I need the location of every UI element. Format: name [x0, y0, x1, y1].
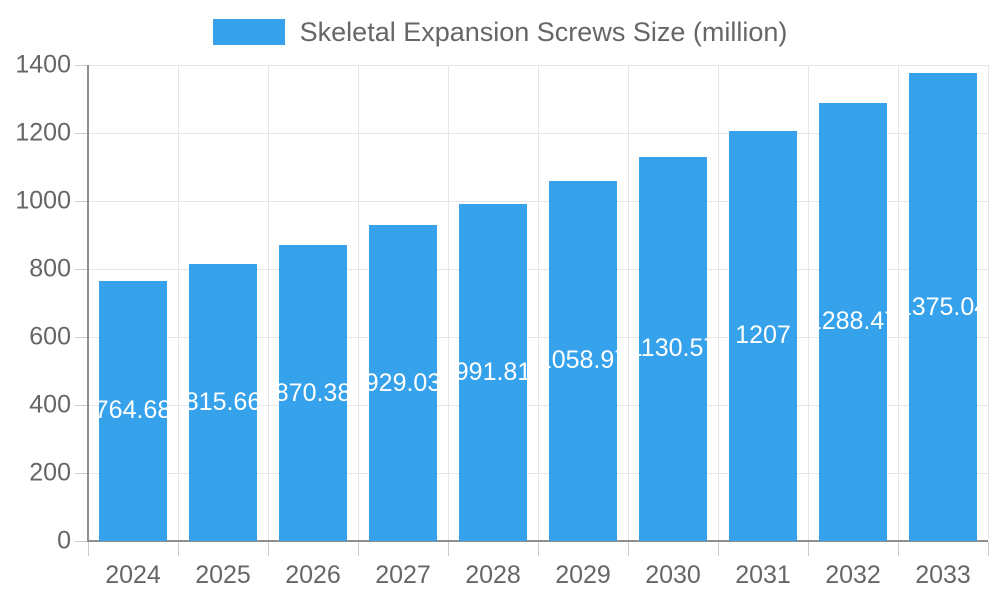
bar[interactable]: 929.03: [369, 225, 437, 541]
bar-value-label: 1130.57: [639, 334, 707, 363]
bar-value-label: 929.03: [369, 368, 437, 397]
bar[interactable]: 1058.97: [549, 180, 617, 541]
plot-area: 0 200 400 600 800 1000 1200 1400 764.68 2024 815.6…: [15, 51, 989, 589]
y-axis-tick-label: 1400: [15, 50, 71, 79]
bar-value-label: 991.81: [459, 357, 527, 386]
x-gridline: [267, 65, 269, 541]
x-axis-tick: [267, 542, 269, 556]
legend-color-swatch: [212, 19, 285, 45]
bar[interactable]: 815.66: [189, 263, 257, 541]
x-axis-tick-label: 2026: [285, 561, 341, 589]
bar-value-label: 1375.04: [909, 292, 977, 321]
legend-item[interactable]: Skeletal Expansion Screws Size (million): [0, 17, 1000, 47]
x-axis-tick: [87, 542, 89, 556]
x-gridline: [537, 65, 539, 541]
y-axis-tick-label: 400: [29, 390, 71, 419]
y-axis-tick-label: 200: [29, 458, 71, 487]
y-axis-tick-label: 600: [29, 322, 71, 351]
x-axis-tick-label: 2024: [105, 561, 161, 589]
x-axis-tick: [447, 542, 449, 556]
bar-value-label: 764.68: [99, 396, 167, 425]
y-axis-tick: [75, 268, 88, 270]
bar[interactable]: 991.81: [459, 203, 527, 541]
x-axis-tick-label: 2031: [735, 561, 791, 589]
y-axis-tick-label: 1000: [15, 186, 71, 215]
x-axis-tick: [717, 542, 719, 556]
x-axis-tick: [357, 542, 359, 556]
x-gridline: [447, 65, 449, 541]
x-gridline: [987, 65, 989, 541]
y-axis-tick-label: 800: [29, 254, 71, 283]
y-axis-tick: [75, 200, 88, 202]
bar-value-label: 1207: [735, 321, 791, 350]
y-axis-tick-label: 1200: [15, 118, 71, 147]
x-gridline: [627, 65, 629, 541]
x-axis-tick: [177, 542, 179, 556]
y-axis-tick-label: 0: [57, 526, 71, 555]
bar[interactable]: 1207: [729, 130, 797, 541]
legend-label: Skeletal Expansion Screws Size (million): [299, 17, 788, 47]
bar[interactable]: 764.68: [99, 281, 167, 541]
x-axis-line: [88, 540, 988, 542]
x-gridline: [357, 65, 359, 541]
x-gridline: [717, 65, 719, 541]
x-gridline: [897, 65, 899, 541]
x-axis-tick: [627, 542, 629, 556]
x-axis-tick-label: 2033: [915, 561, 971, 589]
x-axis-tick: [537, 542, 539, 556]
bar[interactable]: 1375.04: [909, 73, 977, 541]
bar-value-label: 870.38: [279, 378, 347, 407]
y-axis-tick: [75, 64, 88, 66]
bar[interactable]: 870.38: [279, 245, 347, 541]
x-axis-tick-label: 2028: [465, 561, 521, 589]
y-axis-tick: [75, 472, 88, 474]
x-axis-tick-label: 2027: [375, 561, 431, 589]
x-axis-tick: [987, 542, 989, 556]
bar-value-label: 1058.97: [549, 346, 617, 375]
x-axis-tick: [897, 542, 899, 556]
y-axis-tick: [75, 540, 88, 542]
y-axis-tick: [75, 404, 88, 406]
y-axis-line: [87, 65, 89, 542]
y-axis-tick: [75, 132, 88, 134]
x-axis-tick-label: 2030: [645, 561, 701, 589]
bar-value-label: 815.66: [189, 387, 257, 416]
x-axis-tick-label: 2025: [195, 561, 251, 589]
y-axis-tick: [75, 336, 88, 338]
bar[interactable]: 1130.57: [639, 156, 707, 541]
x-axis-tick-label: 2032: [825, 561, 881, 589]
x-axis-tick: [807, 542, 809, 556]
x-gridline: [177, 65, 179, 541]
x-gridline: [807, 65, 809, 541]
x-axis-tick-label: 2029: [555, 561, 611, 589]
